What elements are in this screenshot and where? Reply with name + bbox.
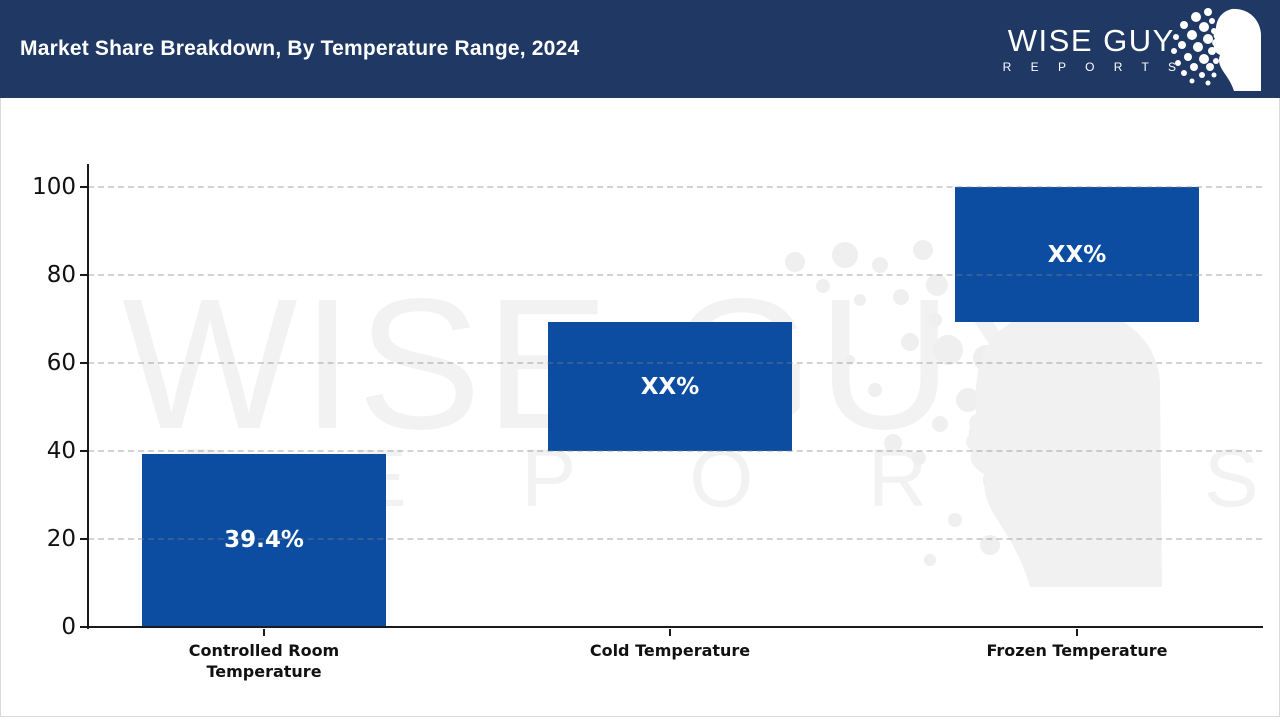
gridline-20 <box>88 538 1262 540</box>
bar-value-label-2: XX% <box>640 373 700 400</box>
y-tick-mark-100 <box>80 186 88 188</box>
y-tick-mark-20 <box>80 538 88 540</box>
gridline-60 <box>88 362 1262 364</box>
y-tick-mark-60 <box>80 362 88 364</box>
gridline-100 <box>88 186 1262 188</box>
bar-value-label-1: 39.4% <box>224 527 304 554</box>
bar-value-label-3: XX% <box>1047 241 1107 268</box>
x-tick-mark-3 <box>1076 629 1078 636</box>
gridline-40 <box>88 450 1262 452</box>
y-tick-mark-40 <box>80 450 88 452</box>
y-tick-label-40: 40 <box>46 438 76 464</box>
y-tick-label-60: 60 <box>46 350 76 376</box>
x-category-label-3: Frozen Temperature <box>986 641 1168 660</box>
x-tick-mark-1 <box>263 629 265 636</box>
wise-guy-logo: WISE GUY R E P O R T S <box>999 7 1266 91</box>
logo-wordmark-line1: WISE GUY <box>1007 22 1175 58</box>
logo-wordmark-line2: R E P O R T S <box>1002 59 1184 74</box>
x-category-label-2: Cold Temperature <box>589 641 751 660</box>
x-tick-mark-2 <box>669 629 671 636</box>
watermark-face-icon <box>785 240 1162 587</box>
y-tick-label-100: 100 <box>32 174 76 200</box>
bar-segment-3 <box>955 187 1199 323</box>
header: Market Share Breakdown, By Temperature R… <box>0 0 1280 98</box>
y-tick-label-80: 80 <box>46 262 76 288</box>
y-tick-mark-80 <box>80 274 88 276</box>
logo-wordmark: WISE GUY R E P O R T S <box>999 22 1184 74</box>
bar-segment-2 <box>548 322 792 452</box>
page-title: Market Share Breakdown, By Temperature R… <box>20 37 580 60</box>
y-tick-label-20: 20 <box>46 526 76 552</box>
gridline-80 <box>88 274 1262 276</box>
bar-segment-1 <box>142 453 386 627</box>
y-tick-label-0: 0 <box>61 614 76 640</box>
x-axis-line <box>87 626 1263 628</box>
logo-face-icon <box>1171 8 1261 91</box>
y-axis-line <box>87 164 89 629</box>
x-category-label-1: Controlled Room Temperature <box>188 641 340 681</box>
y-tick-mark-0 <box>80 626 88 628</box>
